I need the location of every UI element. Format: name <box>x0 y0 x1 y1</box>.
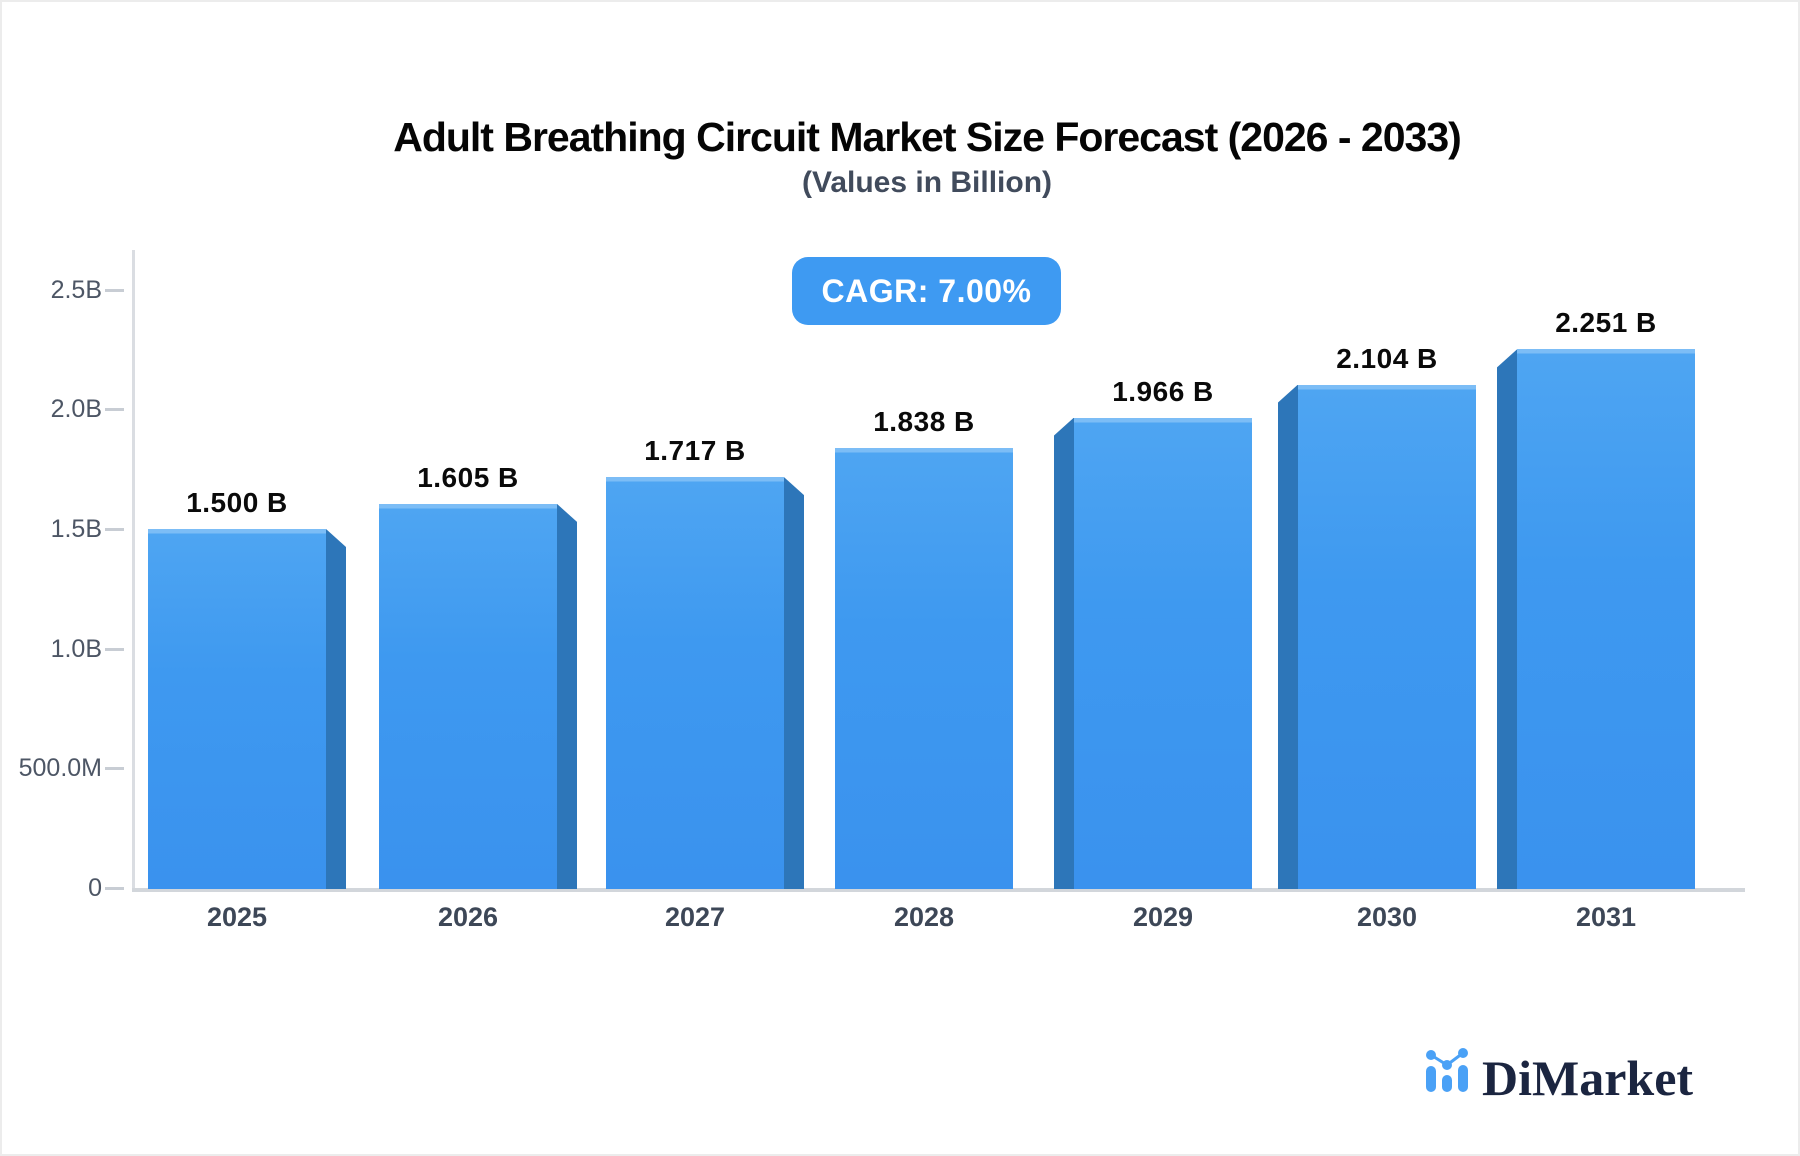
bar-value-label: 2.104 B <box>1336 342 1438 374</box>
x-tick-label: 2029 <box>1132 902 1194 932</box>
bar-2025 <box>148 529 326 889</box>
bar-value-label: 1.605 B <box>417 461 519 493</box>
y-tick-mark <box>105 408 124 412</box>
bar-side-face <box>1054 417 1074 889</box>
y-tick-label: 0 <box>88 874 102 902</box>
y-tick-label: 1.0B <box>50 634 102 663</box>
bar-side-face <box>1497 349 1517 889</box>
x-tick-label: 2028 <box>893 902 955 932</box>
cagr-badge: CAGR: 7.00% <box>792 257 1061 325</box>
y-tick-label: 1.5B <box>50 515 102 544</box>
cagr-badge-label: CAGR: 7.00% <box>821 272 1032 309</box>
bar-value-label: 1.500 B <box>186 487 288 519</box>
y-tick-mark <box>105 887 124 890</box>
bar-value-label: 1.717 B <box>644 435 746 467</box>
bar-2029 <box>1074 417 1252 889</box>
chart-title: Adult Breathing Circuit Market Size Fore… <box>393 114 1462 160</box>
bar-value-label: 1.966 B <box>1112 375 1214 407</box>
y-tick-mark <box>105 647 124 651</box>
y-axis-line <box>132 250 135 892</box>
brand-name: DiMarket <box>1482 1050 1694 1106</box>
bar-2027 <box>606 477 784 889</box>
x-axis-line <box>132 888 1745 892</box>
y-tick-mark <box>105 767 124 771</box>
bar-2031 <box>1517 349 1695 889</box>
y-tick-mark <box>105 528 124 532</box>
chart-subtitle: (Values in Billion) <box>801 166 1053 199</box>
bar-value-label: 2.251 B <box>1555 307 1657 339</box>
x-tick-label: 2025 <box>206 902 268 932</box>
y-tick-label: 2.5B <box>50 275 102 304</box>
y-tick-label: 500.0M <box>18 754 102 783</box>
x-tick-label: 2027 <box>664 902 726 932</box>
x-tick-label: 2031 <box>1575 902 1637 932</box>
x-tick-label: 2026 <box>437 902 499 932</box>
bar-side-face <box>784 477 804 889</box>
bar-value-label: 1.838 B <box>873 406 975 438</box>
bar-2028 <box>835 448 1013 889</box>
bar-side-face <box>1278 384 1298 889</box>
y-tick-mark <box>105 288 124 292</box>
bar-side-face <box>326 529 346 889</box>
brand-logo: DiMarket <box>1422 1042 1694 1106</box>
y-tick-label: 2.0B <box>50 395 102 424</box>
x-tick-label: 2030 <box>1356 902 1418 932</box>
bar-chart-logo-icon <box>1426 1048 1468 1092</box>
bar-side-face <box>557 503 577 889</box>
bar-2030 <box>1298 384 1476 889</box>
bar-2026 <box>379 503 557 889</box>
